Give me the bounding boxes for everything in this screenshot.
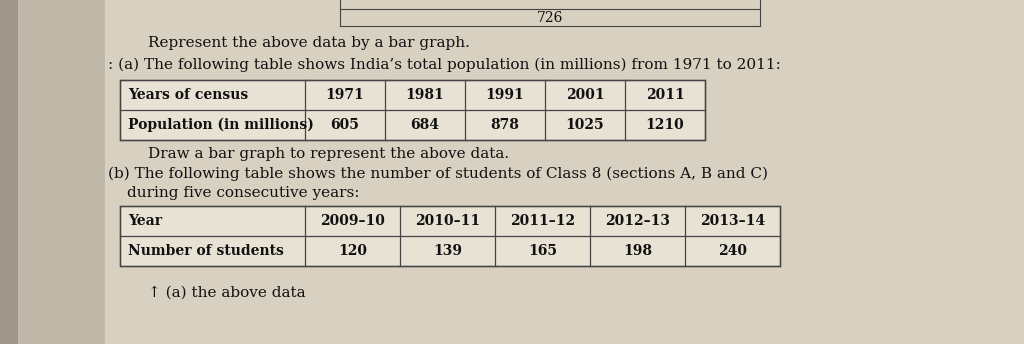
Text: 726: 726 [537,11,563,25]
Bar [0,0,18,344]
Text: 240: 240 [718,244,746,258]
Text: 1210: 1210 [645,118,684,132]
Bar [120,80,705,140]
Text: ↑ (a) the above data: ↑ (a) the above data [148,286,305,300]
Text: 2009–10: 2009–10 [321,214,385,228]
Text: 2001: 2001 [565,88,604,102]
Text: Year: Year [128,214,162,228]
Bar [120,206,780,266]
Text: Number of students: Number of students [128,244,284,258]
Text: 139: 139 [433,244,462,258]
Text: 2010–11: 2010–11 [415,214,480,228]
Text: (b) The following table shows the number of students of Class 8 (sections A, B a: (b) The following table shows the number… [108,167,768,181]
Text: 2011: 2011 [645,88,684,102]
Bar [105,0,1024,344]
Text: 165: 165 [528,244,557,258]
Text: 198: 198 [623,244,652,258]
Text: during five consecutive years:: during five consecutive years: [127,186,359,200]
Text: Population (in millions): Population (in millions) [128,118,314,132]
Text: 684: 684 [411,118,439,132]
Text: 2012–13: 2012–13 [605,214,670,228]
Text: 878: 878 [490,118,519,132]
Text: 1981: 1981 [406,88,444,102]
Text: 2013–14: 2013–14 [700,214,765,228]
Text: 120: 120 [338,244,367,258]
Text: 1991: 1991 [485,88,524,102]
Text: Represent the above data by a bar graph.: Represent the above data by a bar graph. [148,36,470,50]
Text: Draw a bar graph to represent the above data.: Draw a bar graph to represent the above … [148,147,509,161]
Text: : (a) The following table shows India’s total population (in millions) from 1971: : (a) The following table shows India’s … [108,58,781,72]
Text: 1971: 1971 [326,88,365,102]
Text: 605: 605 [331,118,359,132]
Text: 2011–12: 2011–12 [510,214,575,228]
Bar [0,0,105,344]
Text: Years of census: Years of census [128,88,248,102]
Text: 1025: 1025 [565,118,604,132]
